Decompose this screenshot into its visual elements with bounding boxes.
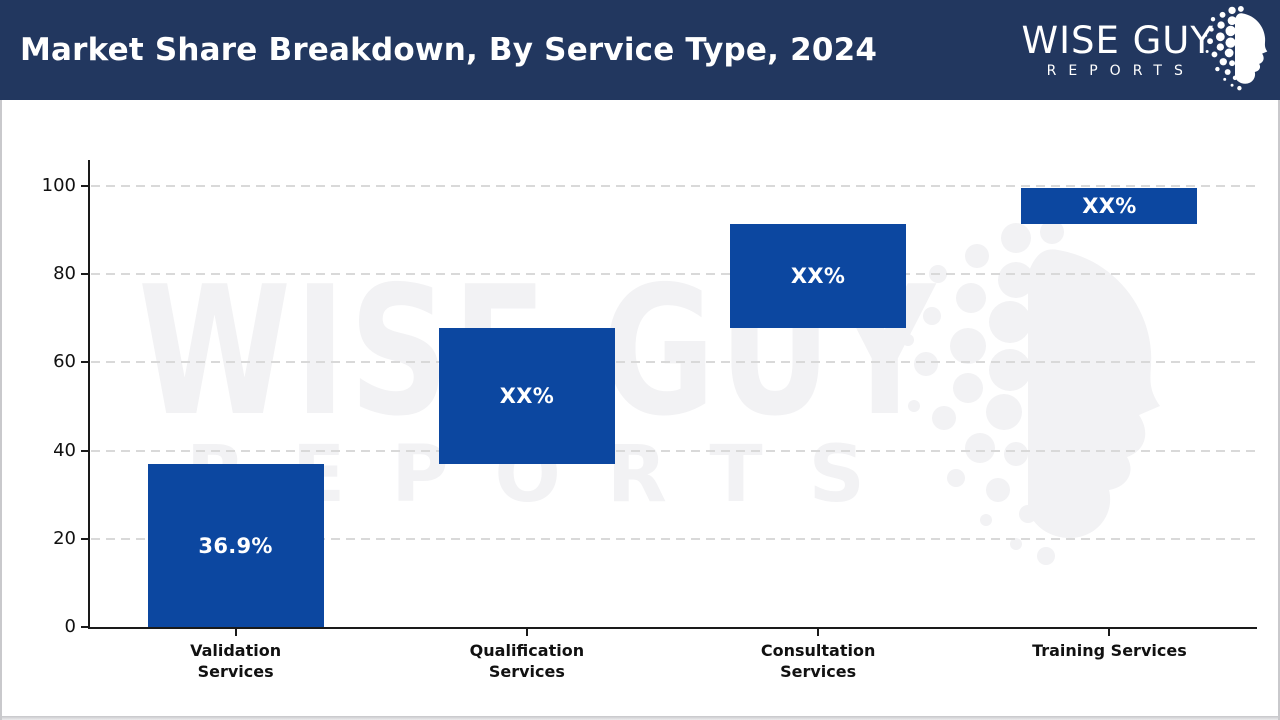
chart-canvas: WISE GUY REPORTS 0 20 40 60 80 100 36.9% Valida… — [0, 100, 1280, 720]
gridline — [91, 449, 1255, 452]
y-tick-label: 0 — [64, 616, 76, 637]
logo-face-icon — [1204, 6, 1268, 91]
bar-value-label: XX% — [1082, 193, 1137, 218]
category-label: Qualification Services — [469, 641, 585, 681]
y-tick-label: 100 — [41, 175, 76, 196]
header-bar: Market Share Breakdown, By Service Type,… — [0, 0, 1280, 100]
logo-wordmark: WISE GUY — [1021, 18, 1214, 62]
x-tick-mark — [234, 629, 237, 636]
y-tick-label: 20 — [53, 527, 76, 549]
logo-text: WISE GUY REPORTS — [1022, 22, 1214, 79]
waterfall-bar: 36.9% — [147, 464, 324, 627]
y-tick-mark — [81, 537, 88, 540]
wise-guy-logo: WISE GUY REPORTS — [1022, 6, 1272, 94]
y-tick-mark — [81, 361, 88, 364]
waterfall-bar: XX% — [438, 328, 615, 465]
y-axis-spine — [88, 160, 90, 629]
y-tick-mark — [81, 449, 88, 452]
x-axis-spine — [88, 627, 1257, 629]
gridline — [91, 361, 1255, 364]
category-label: Consultation Services — [760, 641, 876, 681]
y-tick-label: 60 — [53, 351, 76, 373]
gridline — [91, 185, 1255, 187]
waterfall-bar: XX% — [730, 223, 907, 328]
gridline — [91, 537, 1255, 540]
x-tick-mark — [1108, 629, 1111, 636]
bar-value-label: XX% — [499, 384, 555, 409]
gridline — [91, 273, 1255, 276]
y-tick-mark — [81, 185, 88, 187]
logo-subtext: REPORTS — [1046, 62, 1195, 79]
plot-area: 0 20 40 60 80 100 36.9% Validation Services XX% Q… — [2, 100, 1278, 720]
bar-value-label: XX% — [790, 263, 846, 288]
category-label: Training Services — [1032, 641, 1187, 660]
y-tick-label: 40 — [53, 439, 76, 461]
y-tick-mark — [81, 273, 88, 276]
y-tick-label: 80 — [53, 263, 76, 285]
y-tick-mark — [81, 626, 88, 628]
bottom-border-strip — [2, 716, 1278, 720]
waterfall-bar: XX% — [1021, 187, 1198, 224]
category-label: Validation Services — [190, 641, 282, 681]
bar-value-label: 36.9% — [198, 533, 273, 558]
x-tick-mark — [817, 629, 820, 636]
chart-title: Market Share Breakdown, By Service Type,… — [20, 32, 878, 68]
x-tick-mark — [525, 629, 528, 636]
